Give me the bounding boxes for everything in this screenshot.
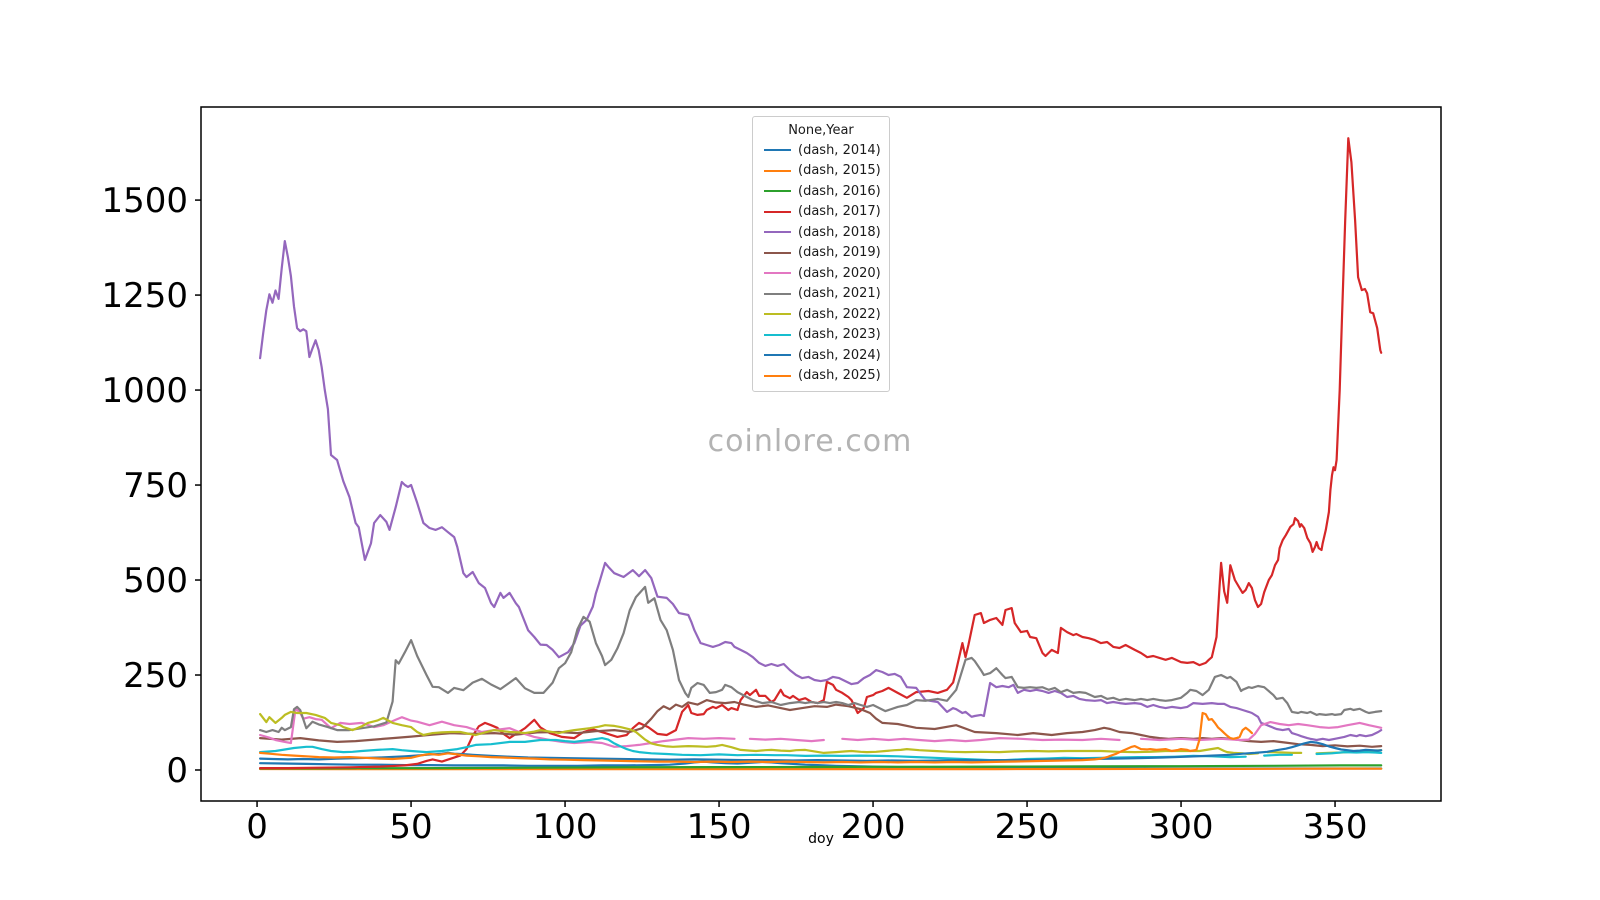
axes-frame: [200, 106, 1442, 802]
series-line-dash-2015: [259, 767, 1383, 771]
legend-swatch-icon: [764, 292, 791, 295]
legend-item: (dash, 2015): [759, 161, 883, 182]
y-tick-label: 750: [123, 466, 188, 506]
legend: None,Year (dash, 2014) (dash, 2015) (dash,…: [752, 116, 890, 392]
legend-label: (dash, 2024): [798, 347, 881, 363]
legend-swatch-icon: [764, 190, 791, 193]
legend-label: (dash, 2022): [798, 306, 881, 322]
x-tick-label: 50: [389, 807, 432, 847]
legend-item: (dash, 2024): [759, 345, 883, 366]
x-tick-label: 200: [841, 807, 906, 847]
legend-item: (dash, 2017): [759, 202, 883, 223]
series-line-dash-2023: [1263, 753, 1294, 757]
x-tick-label: 300: [1149, 807, 1214, 847]
legend-label: (dash, 2016): [798, 183, 881, 199]
series-line-dash-2020: [259, 706, 736, 748]
legend-swatch-icon: [764, 272, 791, 275]
y-tick-label: 500: [123, 561, 188, 601]
legend-swatch-icon: [764, 169, 791, 172]
x-tick-label: 100: [533, 807, 598, 847]
legend-label: (dash, 2017): [798, 204, 881, 220]
legend-label: (dash, 2018): [798, 224, 881, 240]
watermark: coinlore.com: [707, 424, 913, 459]
legend-item: (dash, 2014): [759, 140, 883, 161]
y-tick-label: 1000: [101, 371, 188, 411]
legend-swatch-icon: [764, 251, 791, 254]
series-line-dash-2025: [259, 711, 1254, 764]
legend-item: (dash, 2025): [759, 366, 883, 387]
legend-swatch-icon: [764, 313, 791, 316]
legend-item: (dash, 2021): [759, 284, 883, 305]
legend-swatch-icon: [764, 374, 791, 377]
legend-label: (dash, 2020): [798, 265, 881, 281]
series-line-dash-2023: [1315, 750, 1383, 756]
y-tick-label: 0: [166, 751, 188, 791]
x-tick-label: 150: [687, 807, 752, 847]
series-line-dash-2017: [259, 137, 1383, 770]
legend-swatch-icon: [764, 149, 791, 152]
legend-swatch-icon: [764, 333, 791, 336]
legend-swatch-icon: [764, 354, 791, 357]
legend-label: (dash, 2014): [798, 142, 881, 158]
legend-label: (dash, 2015): [798, 163, 881, 179]
y-tick-label: 1250: [101, 276, 188, 316]
series-line-dash-2021: [259, 585, 1383, 734]
series-line-dash-2020: [748, 737, 825, 743]
series-line-dash-2022: [1266, 750, 1303, 755]
legend-title: None,Year: [788, 123, 854, 138]
legend-label: (dash, 2025): [798, 368, 881, 384]
legend-item: (dash, 2022): [759, 304, 883, 325]
legend-item: (dash, 2020): [759, 263, 883, 284]
legend-swatch-icon: [764, 210, 791, 213]
x-tick-label: 350: [1303, 807, 1368, 847]
series-line-dash-2020: [841, 736, 1121, 743]
legend-item: (dash, 2023): [759, 325, 883, 346]
x-tick-label: 0: [246, 807, 268, 847]
y-tick-label: 1500: [101, 181, 188, 221]
x-tick-label: 250: [995, 807, 1060, 847]
legend-item: (dash, 2018): [759, 222, 883, 243]
legend-label: (dash, 2023): [798, 327, 881, 343]
legend-label: (dash, 2021): [798, 286, 881, 302]
legend-label: (dash, 2019): [798, 245, 881, 261]
legend-item: (dash, 2016): [759, 181, 883, 202]
y-tick-label: 250: [123, 656, 188, 696]
legend-swatch-icon: [764, 231, 791, 234]
series-line-dash-2022: [259, 710, 1260, 756]
series-line-dash-2018: [259, 240, 1383, 742]
series-line-dash-2020: [1139, 720, 1383, 742]
legend-item: (dash, 2019): [759, 243, 883, 264]
x-axis-label: doy: [808, 831, 834, 847]
